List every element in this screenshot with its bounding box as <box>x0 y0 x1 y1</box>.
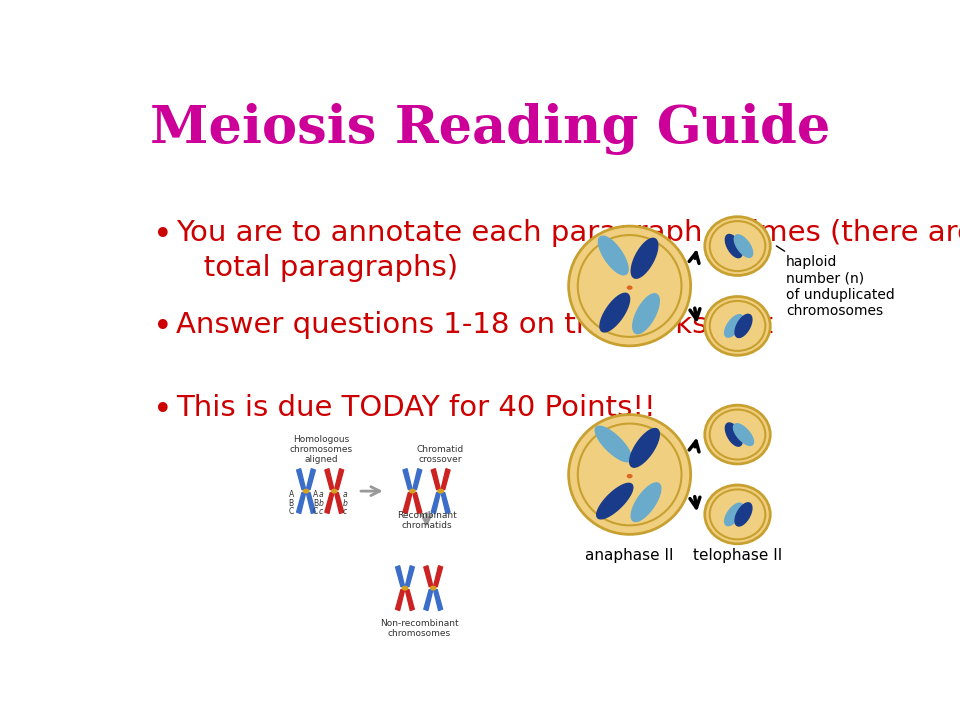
Ellipse shape <box>578 423 682 526</box>
Ellipse shape <box>627 285 633 290</box>
Ellipse shape <box>438 489 444 494</box>
Ellipse shape <box>578 235 682 337</box>
Ellipse shape <box>331 489 338 494</box>
Text: A: A <box>313 490 319 499</box>
Text: c: c <box>319 507 323 516</box>
Text: anaphase II: anaphase II <box>586 548 674 563</box>
Polygon shape <box>434 590 443 611</box>
Ellipse shape <box>705 297 770 355</box>
Polygon shape <box>726 235 742 258</box>
Polygon shape <box>632 238 658 278</box>
Ellipse shape <box>705 405 770 464</box>
Polygon shape <box>733 424 754 446</box>
Ellipse shape <box>705 485 770 544</box>
Polygon shape <box>324 469 334 490</box>
Text: a: a <box>343 490 347 499</box>
Text: Non-recombinant
chromosomes: Non-recombinant chromosomes <box>380 618 459 638</box>
Polygon shape <box>600 293 630 332</box>
Polygon shape <box>396 566 405 587</box>
Polygon shape <box>306 492 316 513</box>
Polygon shape <box>735 315 752 338</box>
Ellipse shape <box>709 301 765 351</box>
Ellipse shape <box>568 415 690 534</box>
Text: c: c <box>343 507 347 516</box>
Text: •: • <box>154 394 173 427</box>
Polygon shape <box>725 315 743 337</box>
Text: B: B <box>313 498 318 508</box>
Polygon shape <box>630 428 660 467</box>
Polygon shape <box>413 492 421 513</box>
Polygon shape <box>431 469 441 490</box>
Polygon shape <box>424 590 433 611</box>
Polygon shape <box>405 590 415 611</box>
Text: haploid
number (n)
of unduplicated
chromosomes: haploid number (n) of unduplicated chrom… <box>777 246 895 318</box>
Text: C: C <box>289 507 294 516</box>
Polygon shape <box>631 483 660 521</box>
Text: C: C <box>313 507 319 516</box>
Text: b: b <box>343 498 348 508</box>
Polygon shape <box>633 294 660 333</box>
Text: •: • <box>154 220 173 253</box>
Ellipse shape <box>709 410 765 459</box>
Polygon shape <box>597 483 633 519</box>
Text: Chromatid
crossover: Chromatid crossover <box>417 445 464 464</box>
Polygon shape <box>726 423 742 446</box>
Text: a: a <box>319 490 324 499</box>
Polygon shape <box>324 492 334 513</box>
Text: A: A <box>289 490 294 499</box>
Text: B: B <box>289 498 294 508</box>
Ellipse shape <box>409 489 416 494</box>
Polygon shape <box>403 492 412 513</box>
Polygon shape <box>297 469 305 490</box>
Polygon shape <box>413 469 421 490</box>
Ellipse shape <box>568 226 690 346</box>
Polygon shape <box>441 469 450 490</box>
Polygon shape <box>334 492 344 513</box>
Polygon shape <box>405 566 415 587</box>
Polygon shape <box>403 469 412 490</box>
Polygon shape <box>441 492 450 513</box>
Polygon shape <box>434 566 443 587</box>
Polygon shape <box>431 492 441 513</box>
Polygon shape <box>396 590 405 611</box>
Polygon shape <box>306 469 316 490</box>
Text: Meiosis Reading Guide: Meiosis Reading Guide <box>150 103 830 155</box>
Text: You are to annotate each paragraph 4 times (there are 4
   total paragraphs): You are to annotate each paragraph 4 tim… <box>176 220 960 282</box>
Polygon shape <box>598 236 628 275</box>
Text: telophase II: telophase II <box>693 548 782 563</box>
Text: Answer questions 1-18 on the worksheet: Answer questions 1-18 on the worksheet <box>176 311 773 339</box>
Ellipse shape <box>401 585 408 590</box>
Polygon shape <box>334 469 344 490</box>
Text: b: b <box>319 498 324 508</box>
Polygon shape <box>595 426 632 462</box>
Polygon shape <box>424 566 433 587</box>
Text: •: • <box>154 311 173 344</box>
Ellipse shape <box>627 474 633 478</box>
Ellipse shape <box>709 221 765 271</box>
Text: Recombinant
chromatids: Recombinant chromatids <box>396 510 456 530</box>
Polygon shape <box>725 503 743 526</box>
Ellipse shape <box>302 489 309 494</box>
Polygon shape <box>735 503 752 526</box>
Ellipse shape <box>709 490 765 539</box>
Polygon shape <box>297 492 305 513</box>
Ellipse shape <box>705 217 770 276</box>
Ellipse shape <box>430 585 437 590</box>
Text: Homologous
chromosomes
aligned: Homologous chromosomes aligned <box>289 435 352 464</box>
Text: This is due TODAY for 40 Points!!: This is due TODAY for 40 Points!! <box>176 394 656 422</box>
Polygon shape <box>734 235 753 257</box>
